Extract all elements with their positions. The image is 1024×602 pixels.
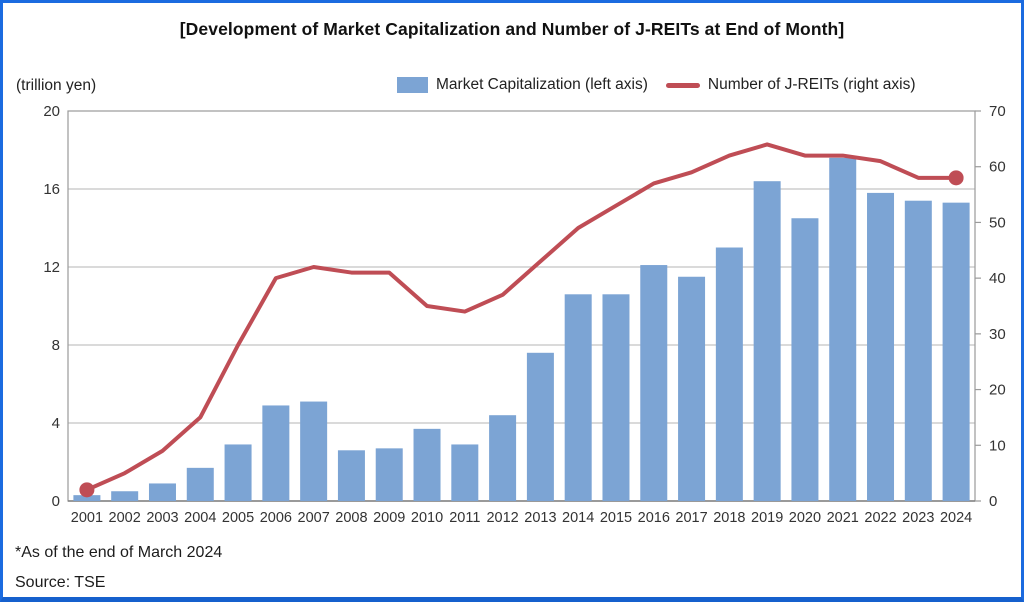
bar-2012	[489, 415, 517, 501]
bar-2001	[73, 495, 101, 501]
bar-2022	[867, 192, 895, 501]
bar-2004	[186, 467, 214, 501]
x-axis-label-2018: 2018	[713, 510, 745, 526]
left-axis-tick-label: 20	[43, 103, 60, 120]
x-axis-label-2020: 2020	[789, 510, 821, 526]
bar-2003	[148, 483, 176, 501]
legend: Market Capitalization (left axis) Number…	[397, 76, 916, 94]
left-axis-tick-label: 12	[43, 259, 60, 276]
x-axis-label-2001: 2001	[71, 510, 103, 526]
x-axis-label-2005: 2005	[222, 510, 254, 526]
bar-2021	[829, 157, 857, 502]
x-axis-label-2009: 2009	[373, 510, 405, 526]
x-axis-label-2003: 2003	[146, 510, 178, 526]
bar-2011	[451, 444, 479, 501]
legend-item-market-cap: Market Capitalization (left axis)	[397, 76, 648, 94]
x-axis-label-2010: 2010	[411, 510, 443, 526]
chart-canvas: 0 4 8 12 16 20 0 10 20 30 40 50 60 70 2001 2002 2003 2004…	[3, 3, 1021, 597]
x-axis-label-2016: 2016	[638, 510, 670, 526]
x-axis-label-2002: 2002	[109, 510, 141, 526]
bar-2019	[753, 181, 781, 501]
chart-svg: 0 4 8 12 16 20 0 10 20 30 40 50 60 70 2001 2002 2003 2004…	[43, 103, 1006, 526]
right-axis-tick-label: 60	[989, 159, 1006, 176]
bar-2006	[262, 405, 290, 501]
footnote-source: Source: TSE	[15, 574, 106, 591]
x-axis-label-2024: 2024	[940, 510, 972, 526]
x-axis-label-2022: 2022	[864, 510, 896, 526]
bar-2015	[602, 294, 630, 501]
bar-2018	[715, 247, 743, 501]
jreit-line	[84, 142, 959, 492]
left-axis-tick-label: 16	[43, 181, 60, 198]
legend-label-market-cap: Market Capitalization (left axis)	[436, 76, 648, 93]
right-axis-tick-label: 20	[989, 382, 1006, 399]
left-axis-tick-label: 8	[52, 337, 60, 354]
x-axis-label-2021: 2021	[827, 510, 859, 526]
x-axis-label-2017: 2017	[675, 510, 707, 526]
bar-2024	[942, 202, 970, 501]
legend-label-jreits: Number of J-REITs (right axis)	[707, 76, 916, 93]
x-axis-label-2011: 2011	[449, 510, 480, 526]
bar-2009	[375, 448, 403, 501]
bar-2014	[564, 294, 592, 501]
bar-2017	[678, 276, 706, 501]
x-axis-label-2008: 2008	[335, 510, 367, 526]
x-axis-label-2015: 2015	[600, 510, 632, 526]
footnote-as-of-date: *As of the end of March 2024	[15, 544, 223, 561]
x-axis-label-2004: 2004	[184, 510, 216, 526]
x-axis-label-2007: 2007	[298, 510, 330, 526]
bar-2020	[791, 218, 819, 501]
bar-2002	[111, 491, 139, 501]
right-axis-tick-label: 30	[989, 326, 1006, 343]
bar-2016	[640, 265, 668, 501]
right-axis-tick-label: 0	[989, 493, 997, 510]
bar-2023	[904, 200, 932, 501]
bar-2005	[224, 444, 252, 501]
left-axis-tick-label: 4	[52, 415, 60, 432]
bar-2007	[300, 401, 328, 501]
bar-2008	[337, 450, 365, 501]
right-axis-tick-label: 40	[989, 270, 1006, 287]
left-axis-unit-label: (trillion yen)	[16, 77, 97, 94]
x-axis-label-2019: 2019	[751, 510, 783, 526]
right-axis-tick-label: 10	[989, 437, 1006, 454]
x-axis-label-2023: 2023	[902, 510, 934, 526]
bar-2010	[413, 428, 441, 501]
left-axis-tick-label: 0	[52, 493, 60, 510]
chart-title: [Development of Market Capitalization an…	[179, 19, 845, 39]
right-axis-tick-label: 50	[989, 214, 1006, 231]
x-axis-label-2013: 2013	[524, 510, 556, 526]
right-axis-tick-label: 70	[989, 103, 1006, 120]
bar-2013	[526, 352, 554, 501]
line-swatch-icon	[665, 82, 700, 88]
x-axis-label-2006: 2006	[260, 510, 292, 526]
line-marker-2024	[948, 170, 964, 186]
bar-swatch-icon	[397, 77, 428, 93]
legend-item-jreits: Number of J-REITs (right axis)	[665, 76, 916, 94]
line-marker-2001	[79, 482, 95, 498]
x-axis-label-2014: 2014	[562, 510, 594, 526]
x-axis-label-2012: 2012	[486, 510, 518, 526]
